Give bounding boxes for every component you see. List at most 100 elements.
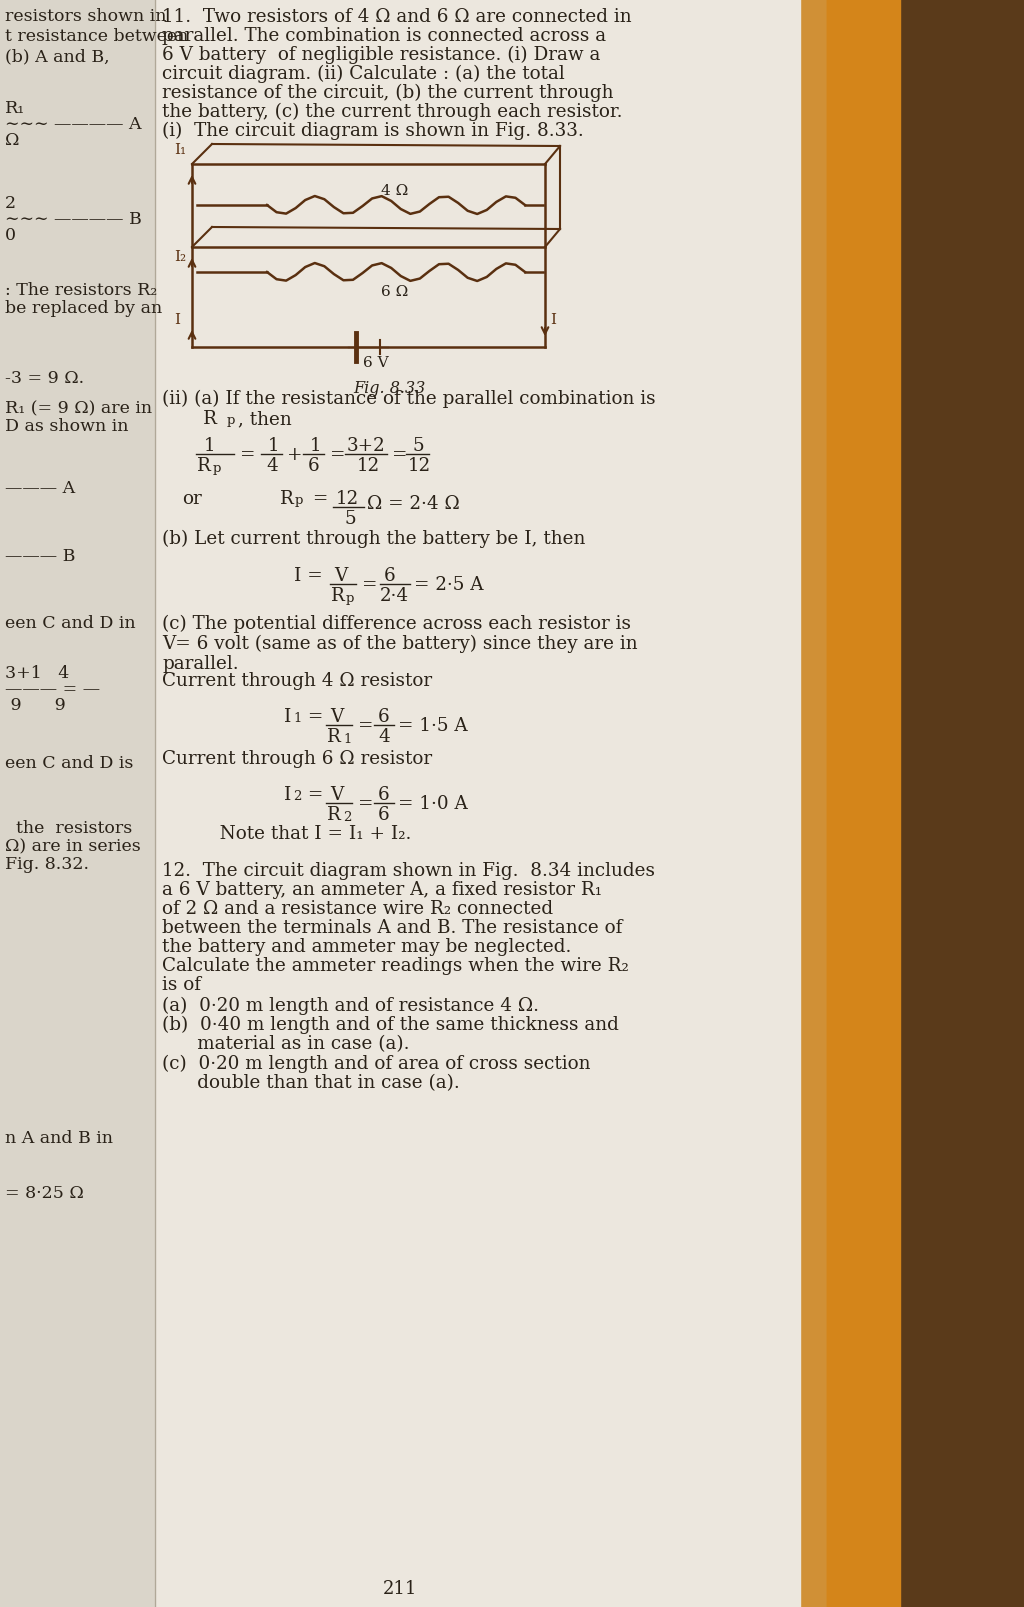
Text: (a)  0·20 m length and of resistance 4 Ω.: (a) 0·20 m length and of resistance 4 Ω. <box>162 996 539 1014</box>
Text: resistors shown in: resistors shown in <box>5 8 167 26</box>
Bar <box>0 0 155 1607</box>
Text: or: or <box>182 490 202 508</box>
Text: p: p <box>295 493 303 506</box>
Text: 12.  The circuit diagram shown in Fig.  8.34 includes: 12. The circuit diagram shown in Fig. 8.… <box>162 861 655 879</box>
Text: 5: 5 <box>345 509 356 527</box>
Text: 6: 6 <box>378 786 390 804</box>
Text: =: = <box>307 490 329 508</box>
Text: (b)  0·40 m length and of the same thickness and: (b) 0·40 m length and of the same thickn… <box>162 1016 618 1033</box>
Text: ——— = —: ——— = — <box>5 681 100 697</box>
Text: p: p <box>346 591 354 604</box>
Text: Ω) are in series: Ω) are in series <box>5 837 140 855</box>
Text: =: = <box>330 445 345 464</box>
Text: R: R <box>327 805 341 823</box>
Text: 1: 1 <box>310 437 322 455</box>
Text: Fig. 8.33: Fig. 8.33 <box>353 379 425 397</box>
Bar <box>800 0 900 1607</box>
Text: 2: 2 <box>343 810 351 823</box>
Text: circuit diagram. (ii) Calculate : (a) the total: circuit diagram. (ii) Calculate : (a) th… <box>162 64 565 84</box>
Text: -3 = 9 Ω.: -3 = 9 Ω. <box>5 370 84 387</box>
Text: R: R <box>280 490 294 508</box>
Text: 12: 12 <box>336 490 359 508</box>
Text: 2: 2 <box>5 194 16 212</box>
Text: = 2·5 A: = 2·5 A <box>414 575 483 593</box>
Text: is of: is of <box>162 975 201 993</box>
Text: I: I <box>284 707 292 725</box>
Text: (ii) (a) If the resistance of the parallel combination is: (ii) (a) If the resistance of the parall… <box>162 391 655 408</box>
Text: (c)  0·20 m length and of area of cross section: (c) 0·20 m length and of area of cross s… <box>162 1054 591 1072</box>
Text: =: = <box>302 786 324 804</box>
Text: ∼∼∼ ———— B: ∼∼∼ ———— B <box>5 211 141 228</box>
Text: 211: 211 <box>383 1580 417 1597</box>
Text: I₁: I₁ <box>174 143 186 157</box>
Text: n A and B in: n A and B in <box>5 1130 113 1146</box>
Text: R: R <box>162 410 217 427</box>
Text: p: p <box>213 461 221 474</box>
Text: V: V <box>330 707 343 725</box>
Text: the battery and ammeter may be neglected.: the battery and ammeter may be neglected… <box>162 937 571 956</box>
Text: parallel.: parallel. <box>162 654 239 673</box>
Text: = 1·5 A: = 1·5 A <box>398 717 468 734</box>
Text: ∼∼∼ ———— A: ∼∼∼ ———— A <box>5 116 141 133</box>
Text: parallel. The combination is connected across a: parallel. The combination is connected a… <box>162 27 606 45</box>
Text: 6 V: 6 V <box>362 355 389 370</box>
Text: D as shown in: D as shown in <box>5 418 128 435</box>
Text: 9      9: 9 9 <box>5 696 66 714</box>
Text: (c) The potential difference across each resistor is: (c) The potential difference across each… <box>162 614 631 633</box>
Text: 12: 12 <box>357 456 380 474</box>
Text: =: = <box>358 717 374 734</box>
Text: I: I <box>174 313 180 326</box>
Text: Fig. 8.32.: Fig. 8.32. <box>5 855 89 873</box>
Text: I: I <box>550 313 556 326</box>
Text: R: R <box>331 587 345 604</box>
Text: (i)  The circuit diagram is shown in Fig. 8.33.: (i) The circuit diagram is shown in Fig.… <box>162 122 584 140</box>
Text: I =: I = <box>294 567 323 585</box>
Text: 0: 0 <box>5 227 16 244</box>
Text: I₂: I₂ <box>174 249 186 264</box>
Text: =: = <box>358 794 374 813</box>
Text: Current through 4 Ω resistor: Current through 4 Ω resistor <box>162 672 432 689</box>
Text: Ω = 2·4 Ω: Ω = 2·4 Ω <box>367 495 460 513</box>
Text: 3+2: 3+2 <box>347 437 386 455</box>
Text: een C and D in: een C and D in <box>5 614 135 632</box>
Text: = 1·0 A: = 1·0 A <box>398 794 468 813</box>
Text: V: V <box>334 567 347 585</box>
Text: between the terminals A and B. The resistance of: between the terminals A and B. The resis… <box>162 919 623 937</box>
Text: be replaced by an: be replaced by an <box>5 301 162 317</box>
Text: 4 Ω: 4 Ω <box>381 183 409 198</box>
Text: 3+1   4: 3+1 4 <box>5 665 70 681</box>
Text: 6 Ω: 6 Ω <box>381 284 409 299</box>
Text: 1: 1 <box>343 733 351 746</box>
Text: 11.  Two resistors of 4 Ω and 6 Ω are connected in: 11. Two resistors of 4 Ω and 6 Ω are con… <box>162 8 632 26</box>
Text: 1: 1 <box>293 712 301 725</box>
Text: een C and D is: een C and D is <box>5 755 133 771</box>
Text: R: R <box>327 728 341 746</box>
Text: Calculate the ammeter readings when the wire R₂: Calculate the ammeter readings when the … <box>162 956 629 974</box>
Text: ——— B: ——— B <box>5 548 76 564</box>
Text: a 6 V battery, an ammeter A, a fixed resistor R₁: a 6 V battery, an ammeter A, a fixed res… <box>162 881 602 898</box>
Text: 4: 4 <box>266 456 278 474</box>
Text: I: I <box>284 786 292 804</box>
Text: Note that I = I₁ + I₂.: Note that I = I₁ + I₂. <box>202 824 412 842</box>
Text: double than that in case (a).: double than that in case (a). <box>162 1073 460 1091</box>
Text: = 8·25 Ω: = 8·25 Ω <box>5 1184 84 1202</box>
Text: t resistance between: t resistance between <box>5 27 188 45</box>
Text: 6: 6 <box>378 805 390 823</box>
Text: , then: , then <box>238 410 292 427</box>
Bar <box>155 0 800 1607</box>
Text: 6: 6 <box>378 707 390 725</box>
Text: 12: 12 <box>408 456 431 474</box>
Text: Ω: Ω <box>5 132 19 149</box>
Text: the battery, (c) the current through each resistor.: the battery, (c) the current through eac… <box>162 103 623 121</box>
Text: 4: 4 <box>378 728 390 746</box>
Text: 6: 6 <box>384 567 395 585</box>
Text: of 2 Ω and a resistance wire R₂ connected: of 2 Ω and a resistance wire R₂ connecte… <box>162 900 553 918</box>
Text: ——— A: ——— A <box>5 480 75 497</box>
Text: V= 6 volt (same as of the battery) since they are in: V= 6 volt (same as of the battery) since… <box>162 635 638 652</box>
Text: V: V <box>330 786 343 804</box>
Text: 5: 5 <box>412 437 424 455</box>
Text: =: = <box>240 445 256 464</box>
Text: material as in case (a).: material as in case (a). <box>162 1035 410 1053</box>
Text: =: = <box>302 707 324 725</box>
Text: : The resistors R₂: : The resistors R₂ <box>5 281 158 299</box>
